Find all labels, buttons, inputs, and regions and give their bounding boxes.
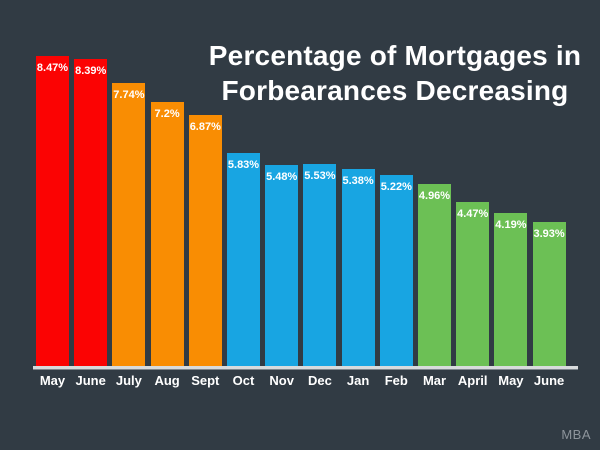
- bar-value-label: 5.48%: [266, 171, 298, 184]
- bar-value-label: 5.53%: [304, 169, 336, 182]
- source-attribution: MBA: [561, 427, 591, 442]
- bar-value-label: 6.87%: [189, 120, 221, 133]
- bar-value-label: 5.22%: [380, 180, 412, 193]
- bar-value-label: 3.93%: [533, 228, 565, 241]
- x-axis-tick-label: Dec: [307, 373, 332, 388]
- bar-value-label: 4.19%: [495, 218, 527, 231]
- bar-mar-11: 4.96%: [418, 184, 451, 366]
- bar-june-2: 8.39%: [74, 58, 108, 366]
- bar-value-label: 4.96%: [418, 190, 451, 203]
- x-axis-tick-label: April: [457, 373, 488, 388]
- x-axis-tick-label: Jan: [346, 373, 370, 388]
- chart-title-line1: Percentage of Mortgages in: [208, 40, 582, 71]
- bar-jan-9: 5.38%: [341, 169, 375, 366]
- bar-may-1: 8.47%: [36, 55, 69, 366]
- chart-title-line2: Forbearances Decreasing: [221, 75, 569, 106]
- x-axis-line: [33, 366, 578, 370]
- bar-value-label: 7.74%: [113, 88, 145, 101]
- bar-value-label: 8.47%: [36, 61, 69, 74]
- x-axis-tick-label: June: [533, 373, 565, 388]
- bar-value-label: 8.39%: [75, 64, 107, 77]
- bar-april-12: 4.47%: [456, 202, 490, 366]
- x-axis-tick-label: May: [498, 373, 524, 388]
- x-axis-tick-label: July: [115, 373, 142, 388]
- bar-july-3: 7.74%: [112, 82, 146, 366]
- bar-value-label: 5.38%: [342, 175, 374, 188]
- x-axis-tick-label: Feb: [384, 373, 408, 388]
- bar-oct-6: 5.83%: [227, 152, 260, 366]
- x-axis-tick-label: Nov: [269, 373, 294, 388]
- x-axis-tick-label: May: [39, 373, 66, 388]
- bar-sept-5: 6.87%: [188, 114, 222, 366]
- bar-value-label: 4.47%: [457, 208, 489, 221]
- x-axis-tick-label: Aug: [154, 373, 180, 388]
- bar-feb-10: 5.22%: [379, 174, 413, 366]
- bar-june-14: 3.93%: [532, 222, 566, 366]
- bar-value-label: 5.83%: [227, 158, 260, 171]
- x-axis-tick-label: Sept: [191, 373, 220, 388]
- x-axis-tick-label: Oct: [232, 373, 255, 388]
- bar-nov-7: 5.48%: [265, 165, 299, 366]
- bar-value-label: 7.2%: [154, 108, 180, 121]
- x-axis-tick-label: June: [75, 373, 106, 388]
- bar-may-13: 4.19%: [494, 212, 528, 366]
- x-axis-tick-label: Mar: [422, 373, 447, 388]
- chart-title: Percentage of Mortgages in Forbearances …: [200, 38, 590, 108]
- bar-dec-8: 5.53%: [303, 163, 337, 366]
- bar-aug-4: 7.2%: [150, 102, 184, 366]
